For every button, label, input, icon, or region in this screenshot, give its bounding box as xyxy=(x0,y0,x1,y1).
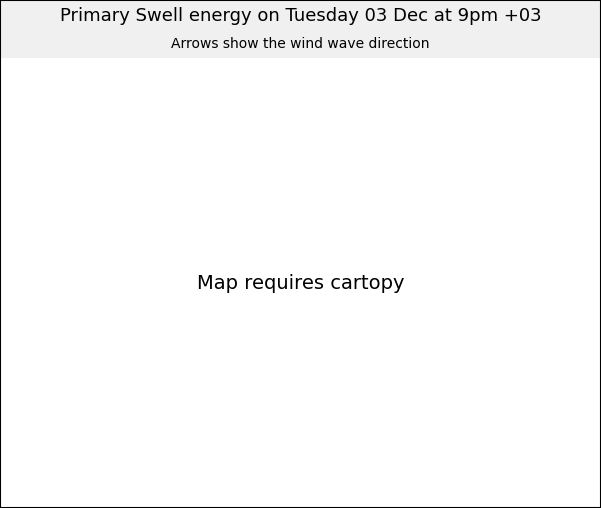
Text: Map requires cartopy: Map requires cartopy xyxy=(197,274,404,293)
Text: Arrows show the wind wave direction: Arrows show the wind wave direction xyxy=(171,37,430,51)
Text: Primary Swell energy on Tuesday 03 Dec at 9pm +03: Primary Swell energy on Tuesday 03 Dec a… xyxy=(59,7,542,25)
